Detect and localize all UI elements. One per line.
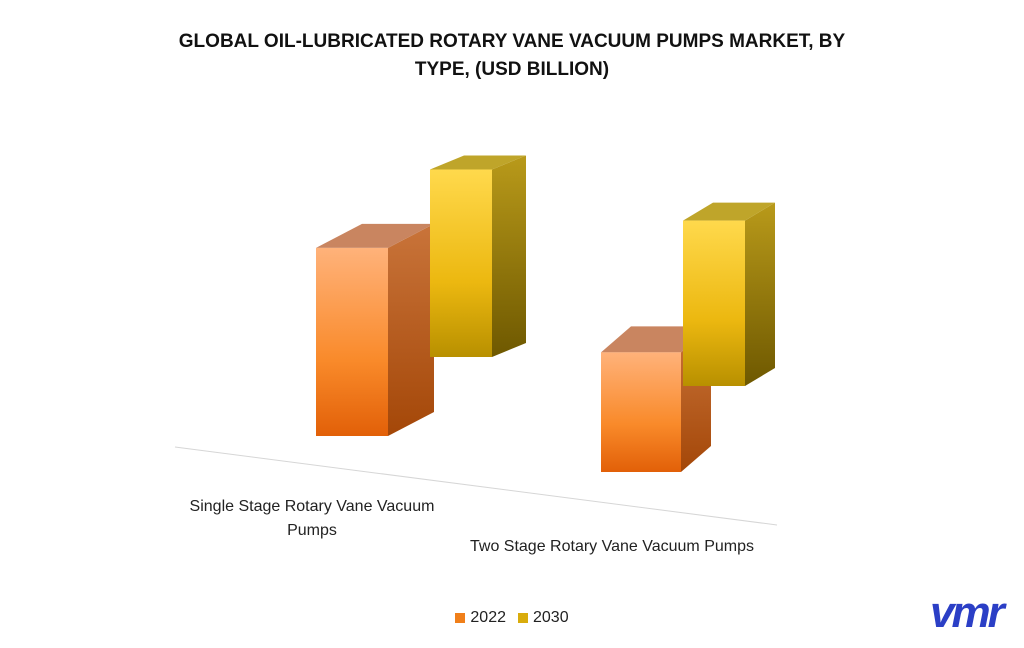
legend-swatch <box>518 613 528 623</box>
bar-side <box>745 202 775 386</box>
x-tick-label: Single Stage Rotary Vane Vacuum Pumps <box>189 498 435 539</box>
bar <box>316 223 434 436</box>
legend-item: 2022 <box>455 609 506 627</box>
bar-side <box>388 223 434 436</box>
chart-title: GLOBAL OIL-LUBRICATED ROTARY VANE VACUUM… <box>178 31 846 80</box>
x-tick-label: Two Stage Rotary Vane Vacuum Pumps <box>470 538 754 555</box>
bar-top <box>683 202 775 221</box>
legend-label: 2022 <box>470 609 506 626</box>
legend-item: 2030 <box>518 609 569 627</box>
bar-front <box>683 220 745 386</box>
bar-side <box>492 155 526 357</box>
bar <box>430 155 526 357</box>
bar-front <box>316 247 388 436</box>
floor-line <box>174 446 778 526</box>
bar <box>683 202 775 386</box>
legend: 2022 2030 <box>0 609 1024 628</box>
legend-label: 2030 <box>533 609 569 626</box>
legend-swatch <box>455 613 466 623</box>
logo: vmr <box>930 588 1005 637</box>
bar-top <box>316 223 434 248</box>
bar-front <box>430 169 492 357</box>
bar-front <box>601 352 681 472</box>
bar-top <box>430 155 526 170</box>
